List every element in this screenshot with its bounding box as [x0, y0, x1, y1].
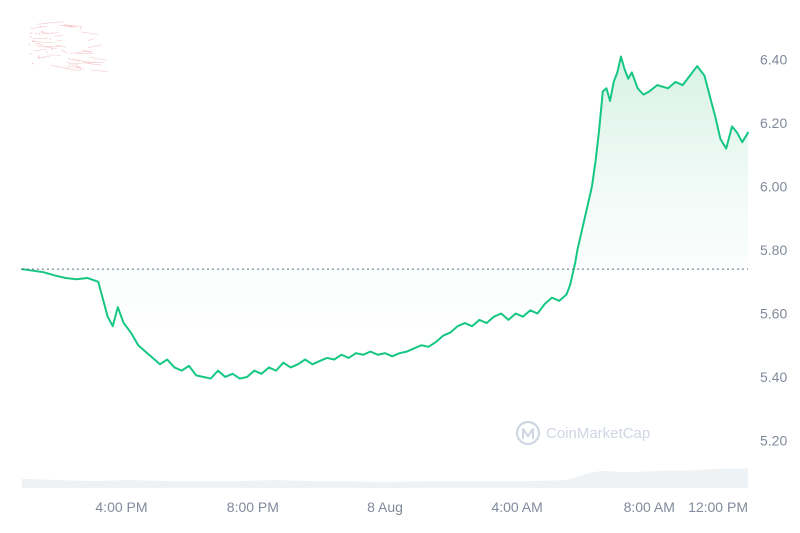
y-tick-label: 6.20 — [760, 115, 787, 131]
y-tick-label: 5.20 — [760, 432, 787, 448]
watermark-text: CoinMarketCap — [546, 425, 650, 442]
x-tick-label: 4:00 PM — [95, 499, 147, 515]
x-tick-label: 12:00 PM — [688, 499, 748, 515]
area-positive — [22, 57, 748, 379]
watermark: CoinMarketCap — [517, 422, 650, 444]
logo-icon — [29, 22, 107, 72]
chart-svg: 5.20 5.40 5.60 5.80 6.00 6.20 6.40 4:00 PM 8:00 … — [0, 0, 800, 533]
x-tick-label: 4:00 AM — [491, 499, 542, 515]
volume-area — [22, 468, 748, 488]
price-chart: 5.20 5.40 5.60 5.80 6.00 6.20 6.40 4:00 PM 8:00 … — [0, 0, 800, 533]
x-tick-label: 8:00 PM — [227, 499, 279, 515]
x-tick-label: 8:00 AM — [624, 499, 675, 515]
y-tick-label: 5.40 — [760, 369, 787, 385]
y-tick-label: 5.80 — [760, 242, 787, 258]
y-tick-label: 5.60 — [760, 306, 787, 322]
y-tick-label: 6.40 — [760, 52, 787, 68]
x-tick-label: 8 Aug — [367, 499, 403, 515]
y-tick-label: 6.00 — [760, 179, 787, 195]
